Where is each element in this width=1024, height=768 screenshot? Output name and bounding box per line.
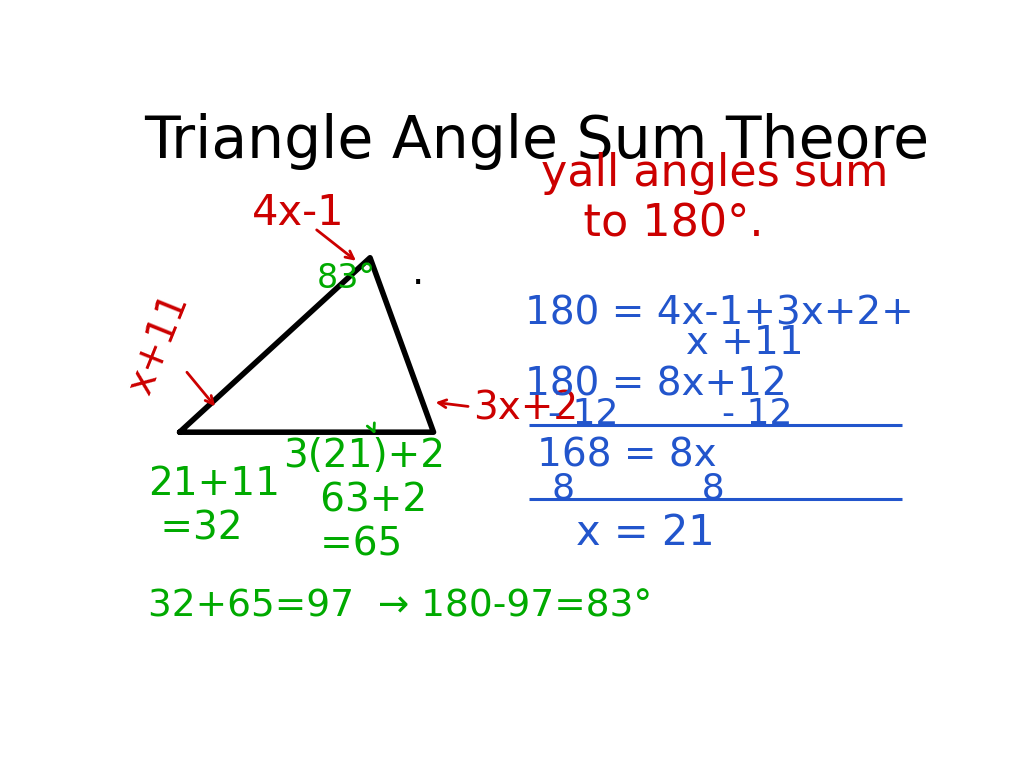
Text: 32+65=97  → 180-97=83°: 32+65=97 → 180-97=83°	[147, 588, 652, 624]
Text: 21+11
 =32: 21+11 =32	[147, 465, 280, 547]
Text: - 12         - 12: - 12 - 12	[524, 398, 793, 432]
Text: 180 = 8x+12: 180 = 8x+12	[524, 366, 786, 404]
Text: 3x+2: 3x+2	[473, 389, 579, 428]
Text: .: .	[412, 253, 424, 292]
Text: x +11: x +11	[524, 325, 804, 362]
Text: 4x-1: 4x-1	[252, 193, 345, 234]
Text: x = 21: x = 21	[577, 511, 715, 554]
Text: x+11: x+11	[121, 287, 196, 399]
Text: Triangle Angle Sum Theore: Triangle Angle Sum Theore	[143, 113, 929, 170]
Text: 8           8: 8 8	[528, 472, 725, 505]
Text: 83°: 83°	[316, 262, 376, 295]
Text: 168 = 8x: 168 = 8x	[537, 437, 717, 475]
Text: 3(21)+2
   63+2
   =65: 3(21)+2 63+2 =65	[283, 437, 444, 563]
Text: 180 = 4x-1+3x+2+: 180 = 4x-1+3x+2+	[524, 295, 913, 333]
Text: yall angles sum
   to 180°.: yall angles sum to 180°.	[541, 152, 888, 245]
